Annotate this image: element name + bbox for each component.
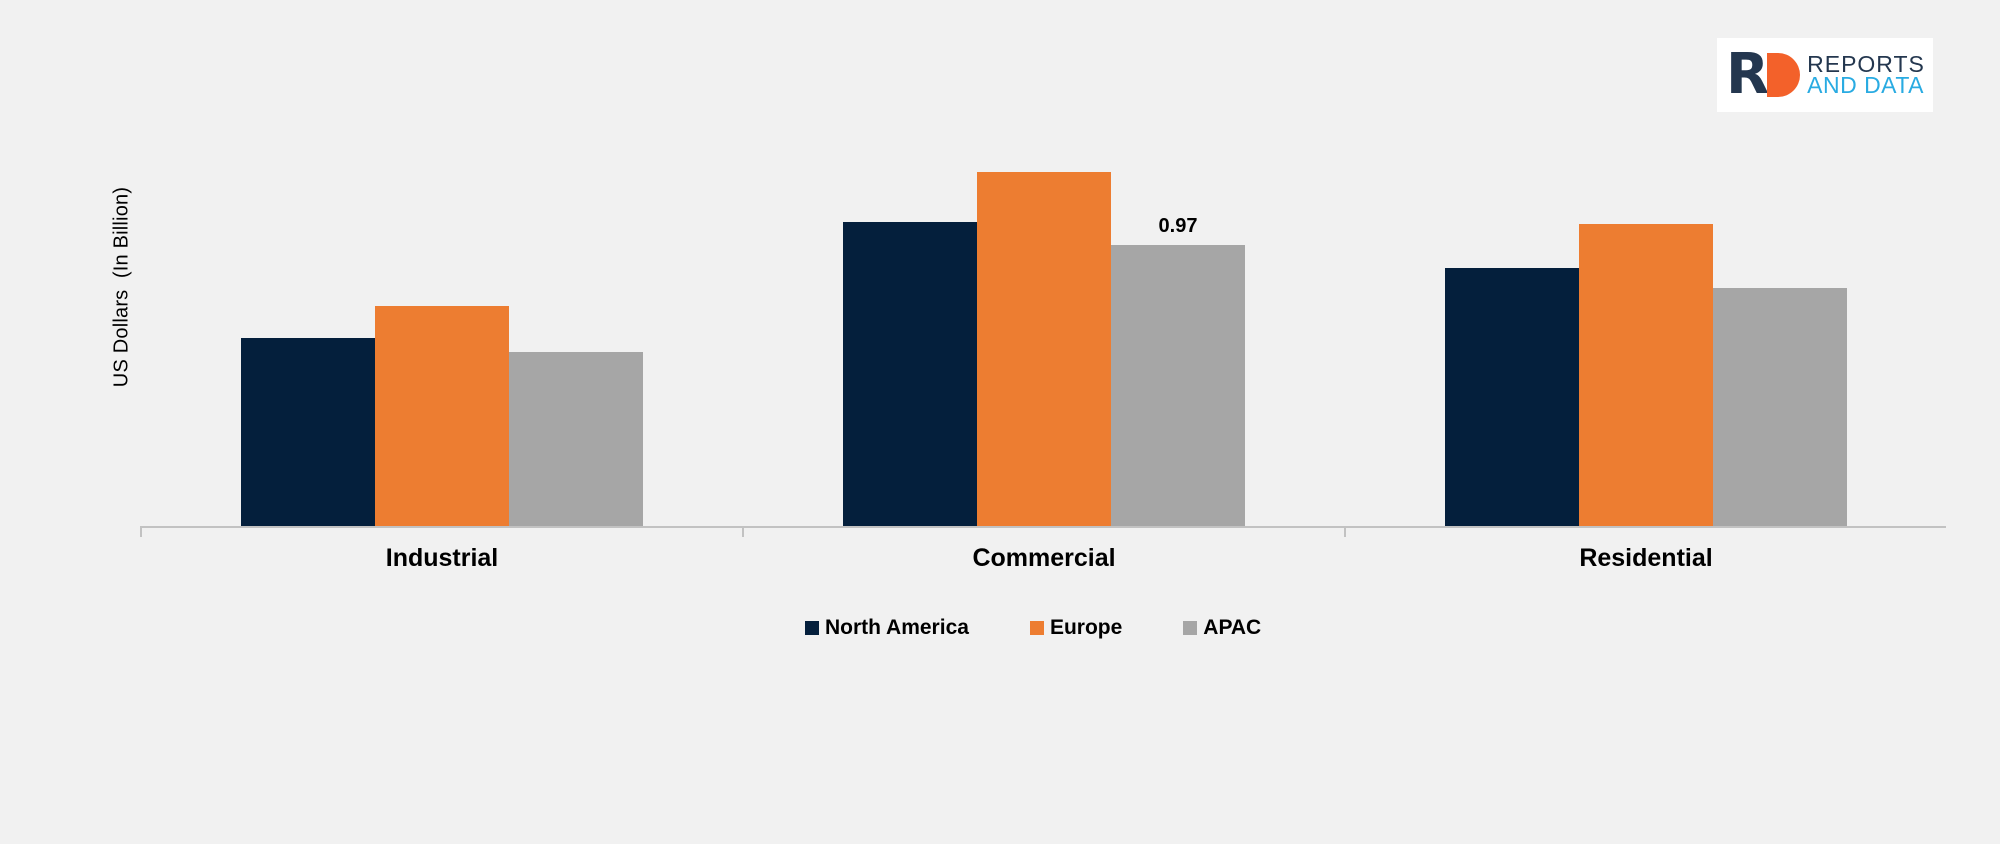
legend: North America Europe APAC bbox=[805, 616, 1261, 640]
bar-apac-industrial bbox=[509, 352, 643, 526]
x-axis-tick bbox=[742, 526, 744, 537]
category-label-residential: Residential bbox=[1579, 544, 1713, 572]
legend-swatch-apac bbox=[1183, 621, 1198, 635]
bar-europe-residential bbox=[1579, 224, 1713, 526]
bar-north-america-residential bbox=[1445, 267, 1579, 526]
bar-europe-industrial bbox=[375, 305, 509, 526]
logo-letter-r: R bbox=[1726, 42, 1769, 107]
logo-shape-d-icon bbox=[1767, 53, 1801, 97]
bar-value-label: 0.97 bbox=[1158, 214, 1198, 237]
logo-text: REPORTS AND DATA bbox=[1807, 51, 1925, 98]
x-axis-line bbox=[141, 526, 1946, 528]
legend-label-north-america: North America bbox=[825, 616, 969, 639]
logo-mark: R bbox=[1726, 42, 1801, 107]
bar-north-america-commercial bbox=[843, 221, 977, 526]
y-axis-label: US Dollars (In Billion) bbox=[110, 186, 133, 388]
bar-north-america-industrial bbox=[241, 337, 375, 526]
legend-item-north-america: North America bbox=[805, 616, 969, 640]
legend-label-europe: Europe bbox=[1049, 616, 1123, 639]
x-axis-tick bbox=[140, 526, 142, 537]
category-label-commercial: Commercial bbox=[972, 544, 1116, 572]
category-label-industrial: Industrial bbox=[385, 544, 499, 572]
legend-item-apac: APAC bbox=[1183, 616, 1261, 640]
legend-swatch-north-america bbox=[805, 621, 819, 635]
x-axis-tick bbox=[1344, 526, 1346, 537]
legend-item-europe: Europe bbox=[1029, 616, 1123, 640]
reports-and-data-logo: R REPORTS AND DATA bbox=[1717, 38, 1933, 112]
legend-label-apac: APAC bbox=[1203, 616, 1262, 639]
bar-europe-commercial bbox=[977, 172, 1111, 526]
logo-text-and-data: AND DATA bbox=[1807, 72, 1925, 98]
logo-text-reports: REPORTS bbox=[1807, 51, 1925, 77]
legend-swatch-europe bbox=[1029, 621, 1044, 635]
bar-apac-commercial bbox=[1111, 244, 1245, 526]
bar-apac-residential bbox=[1713, 288, 1847, 526]
